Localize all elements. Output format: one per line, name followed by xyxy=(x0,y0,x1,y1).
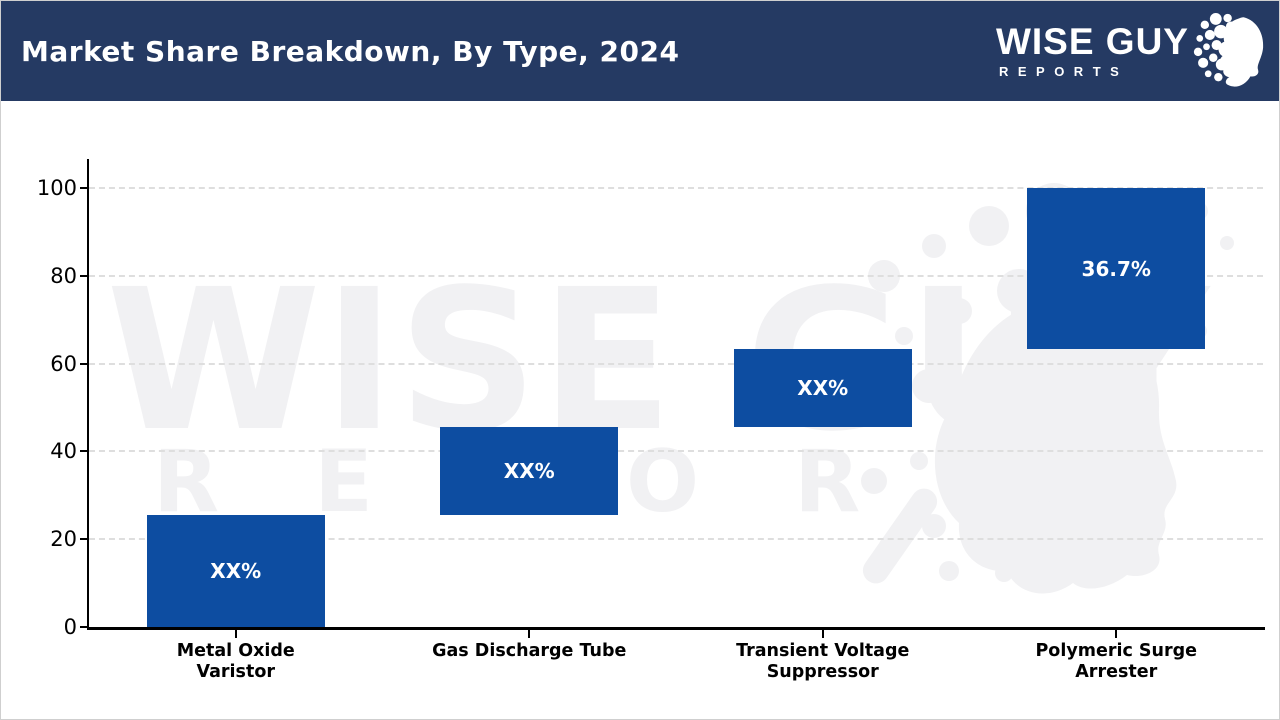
logo-head-icon xyxy=(1193,13,1264,87)
grid-line xyxy=(89,450,1263,453)
y-tick-mark xyxy=(80,450,87,453)
grid-line xyxy=(89,538,1263,541)
x-tick-mark xyxy=(821,630,824,638)
grid-line xyxy=(89,274,1263,277)
bar-segment xyxy=(146,515,325,627)
bar-value-label: XX% xyxy=(503,458,555,483)
grid-line xyxy=(89,362,1263,365)
logo-subtitle-text: REPORTS xyxy=(998,63,1129,79)
x-category-label: Gas Discharge Tube xyxy=(432,641,627,661)
brand-wordmark: WISE GUY REPORTS xyxy=(995,21,1189,79)
bar-value-label: 36.7% xyxy=(1081,256,1151,281)
y-tick-mark xyxy=(80,362,87,365)
y-tick-label: 100 xyxy=(36,176,77,200)
y-tick-mark xyxy=(80,538,87,541)
y-tick-label: 80 xyxy=(50,263,77,288)
x-axis-line xyxy=(87,627,1265,630)
y-tick-label: 0 xyxy=(63,615,77,639)
y-tick-label: 20 xyxy=(50,527,77,552)
header-bar: Market Share Breakdown, By Type, 2024 WI… xyxy=(1,1,1279,101)
x-tick-mark xyxy=(528,630,531,638)
x-tick-mark xyxy=(234,630,237,638)
y-tick-mark xyxy=(80,626,87,628)
y-tick-mark xyxy=(80,274,87,277)
bar-segment xyxy=(440,426,619,516)
brand-logo: WISE GUY REPORTS xyxy=(996,11,1269,91)
x-category-label: Polymeric Surge Arrester xyxy=(1035,641,1198,682)
page-title: Market Share Breakdown, By Type, 2024 xyxy=(21,34,680,68)
grid-line xyxy=(89,187,1263,189)
logo-name-text: WISE GUY xyxy=(995,21,1189,63)
y-tick-label: 40 xyxy=(50,439,77,464)
y-axis-line xyxy=(87,159,89,629)
bar-value-label: XX% xyxy=(210,559,262,584)
y-tick-label: 60 xyxy=(50,351,77,376)
bar-value-label: XX% xyxy=(797,375,849,400)
bar-segment xyxy=(733,349,912,427)
x-category-label: Transient Voltage Suppressor xyxy=(736,641,910,682)
x-tick-mark xyxy=(1115,630,1118,638)
x-category-label: Metal Oxide Varistor xyxy=(176,641,295,682)
bar-segment xyxy=(1027,188,1206,350)
y-tick-mark xyxy=(80,187,87,189)
